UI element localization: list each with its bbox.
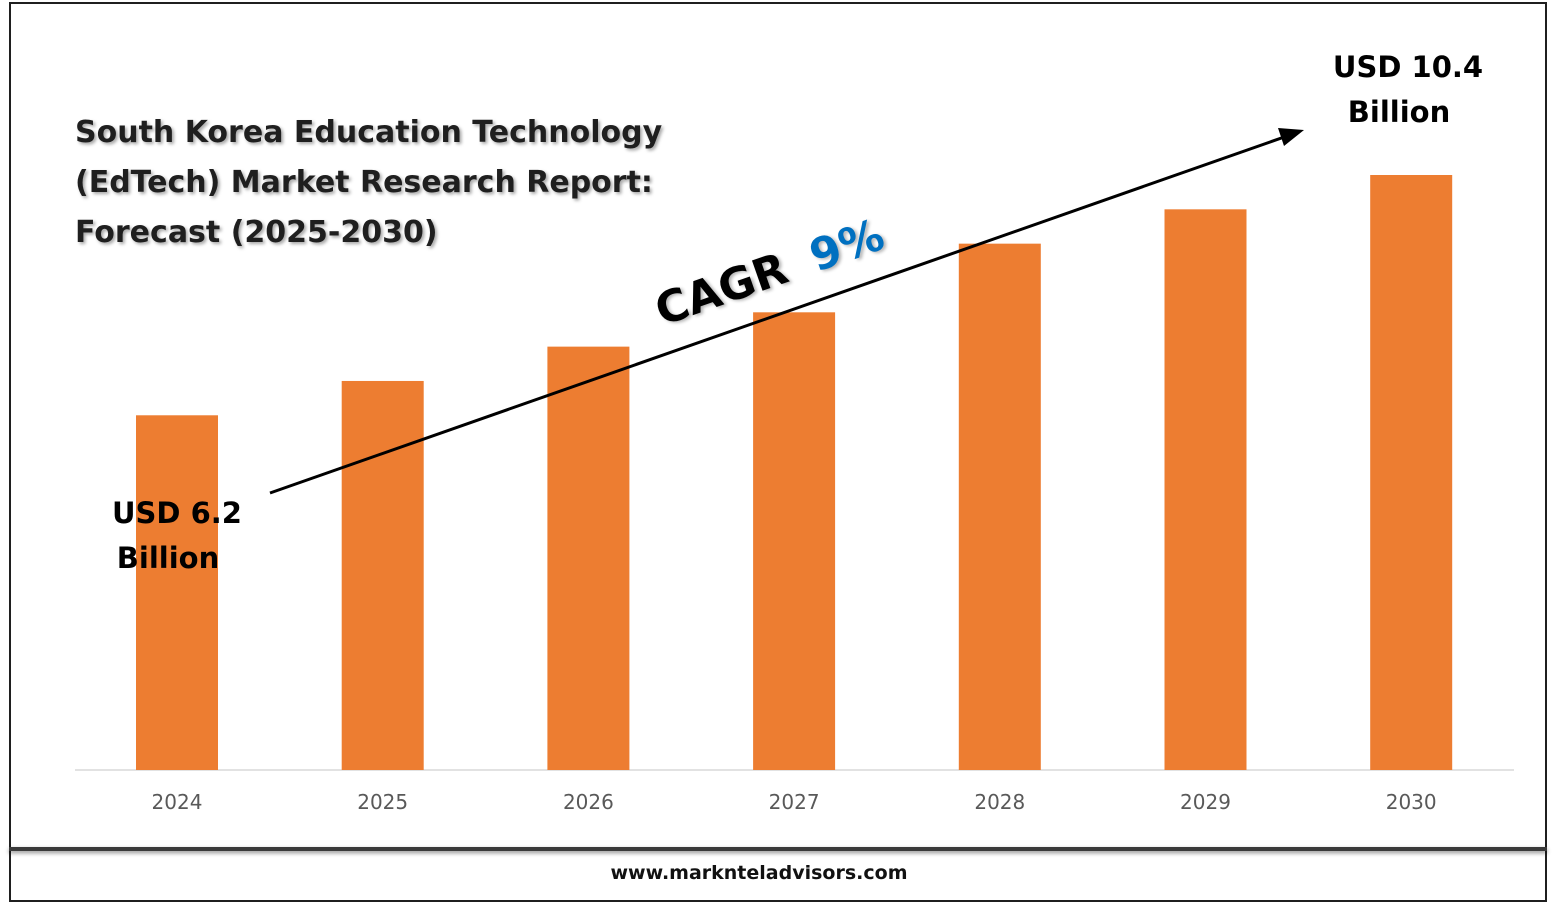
x-tick-labels: 2024 2025 2026 2027 2028 2029 2030: [152, 790, 1437, 814]
end-value-label-line1: USD 10.4: [1333, 50, 1483, 84]
end-value-label-line2: Billion: [1348, 95, 1450, 129]
start-value-label-line2: Billion: [117, 541, 219, 575]
x-tick-label-2030: 2030: [1386, 790, 1437, 814]
cagr-value: 9%: [803, 209, 890, 282]
chart-title: South Korea Education Technology (EdTech…: [75, 115, 663, 250]
bar-2028: [958, 243, 1041, 771]
x-tick-label-2027: 2027: [769, 790, 820, 814]
footer-website[interactable]: www.marknteladvisors.com: [610, 862, 908, 884]
footer-divider: [9, 847, 1547, 851]
growth-arrow-head: [1278, 128, 1304, 146]
bar-2025: [341, 380, 424, 770]
growth-arrow-line: [269, 133, 1291, 495]
start-value-label-line1: USD 6.2: [112, 496, 242, 530]
x-tick-label-2028: 2028: [974, 790, 1025, 814]
growth-arrow: [269, 128, 1304, 495]
bar-2024: [136, 415, 218, 770]
x-tick-label-2025: 2025: [357, 790, 408, 814]
bar-2026: [547, 346, 630, 770]
bar-2029: [1164, 209, 1247, 771]
x-tick-label-2029: 2029: [1180, 790, 1231, 814]
bars-group: [136, 175, 1453, 771]
x-tick-label-2024: 2024: [152, 790, 203, 814]
bar-2027: [753, 312, 836, 770]
bar-2030: [1370, 175, 1453, 770]
x-tick-label-2026: 2026: [563, 790, 614, 814]
